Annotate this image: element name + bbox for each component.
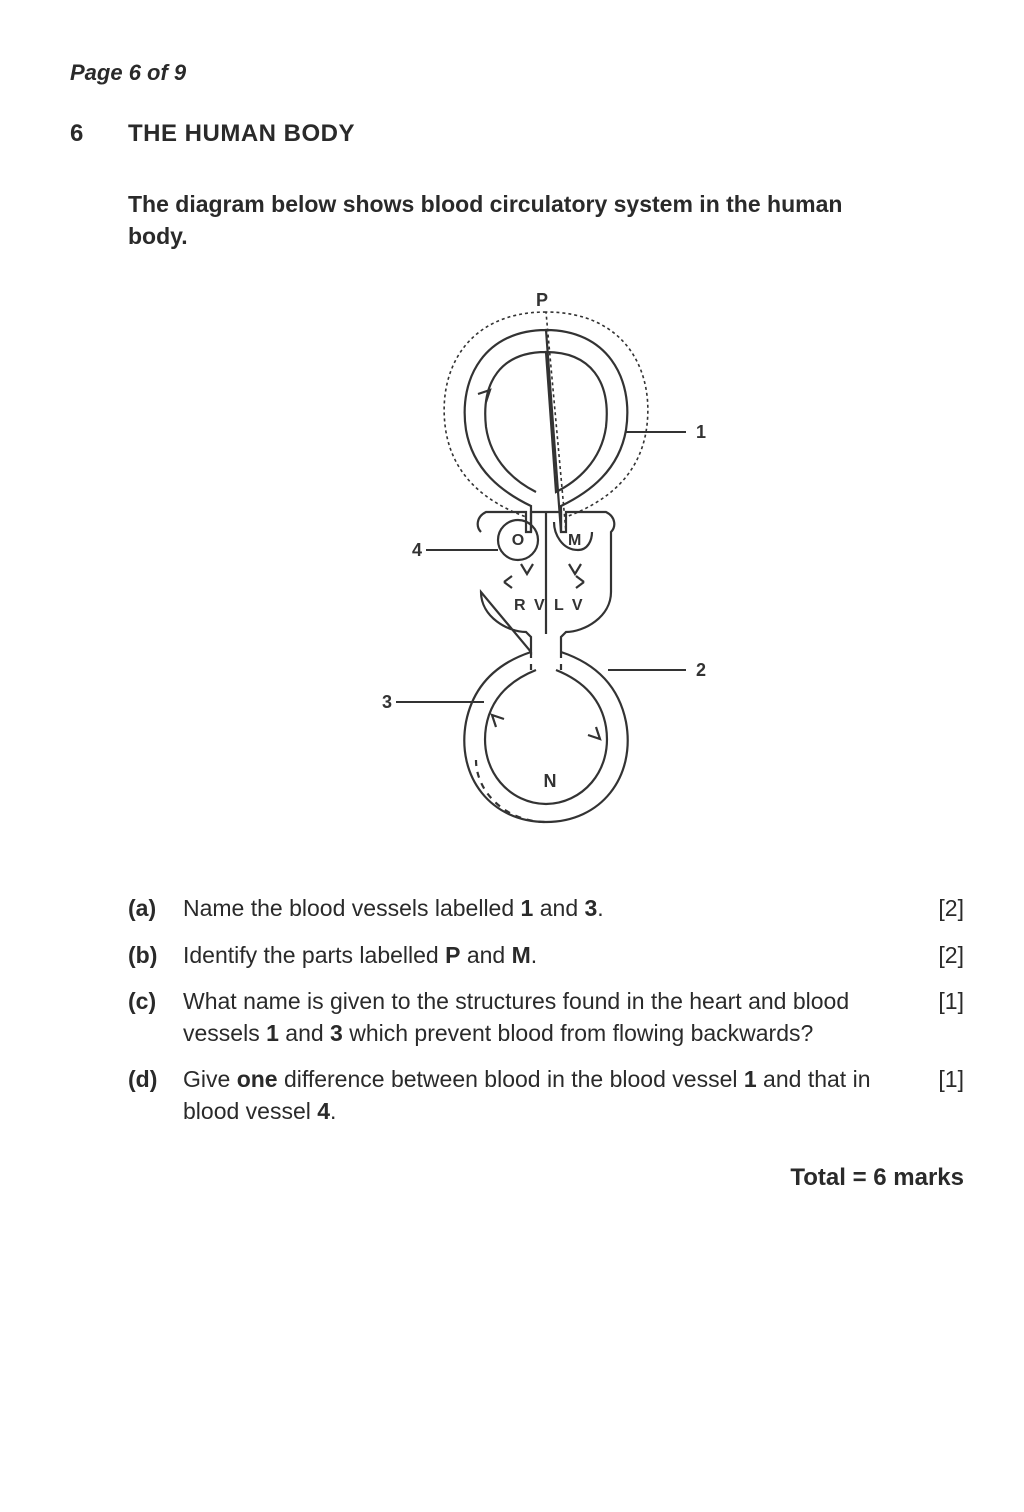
part-text: Identify the parts labelled P and M. [183,939,914,971]
page-header: Page 6 of 9 [70,60,964,86]
label-2: 2 [696,660,706,680]
part-label: (b) [128,939,183,971]
label-O: O [512,532,524,549]
part-c: (c) What name is given to the structures… [128,985,964,1049]
question-number: 6 [70,120,98,1192]
part-label: (d) [128,1063,183,1095]
part-text: Give one difference between blood in the… [183,1063,914,1127]
total-marks: Total = 6 marks [128,1164,964,1192]
question-title: THE HUMAN BODY [128,120,964,148]
part-text: Name the blood vessels labelled 1 and 3. [183,892,914,924]
question-intro: The diagram below shows blood circulator… [128,188,908,252]
label-P: P [536,290,548,310]
part-d: (d) Give one difference between blood in… [128,1063,964,1127]
part-label: (a) [128,892,183,924]
exam-page: Page 6 of 9 6 THE HUMAN BODY The diagram… [0,0,1024,1512]
question-body: THE HUMAN BODY The diagram below shows b… [128,120,964,1192]
label-3: 3 [382,692,392,712]
part-label: (c) [128,985,183,1017]
label-4: 4 [412,540,422,560]
diagram-container: P N O M R V L V 1 2 3 4 [128,282,964,842]
part-text: What name is given to the structures fou… [183,985,914,1049]
part-a: (a) Name the blood vessels labelled 1 an… [128,892,964,924]
label-RV: R V [514,597,547,614]
part-marks: [1] [914,1063,964,1095]
label-LV: L V [554,597,585,614]
part-b: (b) Identify the parts labelled P and M.… [128,939,964,971]
label-M: M [568,532,581,549]
question-parts: (a) Name the blood vessels labelled 1 an… [128,892,964,1127]
label-N: N [544,771,557,791]
question-row: 6 THE HUMAN BODY The diagram below shows… [70,120,964,1192]
part-marks: [2] [914,939,964,971]
part-marks: [2] [914,892,964,924]
circulatory-diagram: P N O M R V L V 1 2 3 4 [326,282,766,842]
part-marks: [1] [914,985,964,1017]
label-1: 1 [696,422,706,442]
